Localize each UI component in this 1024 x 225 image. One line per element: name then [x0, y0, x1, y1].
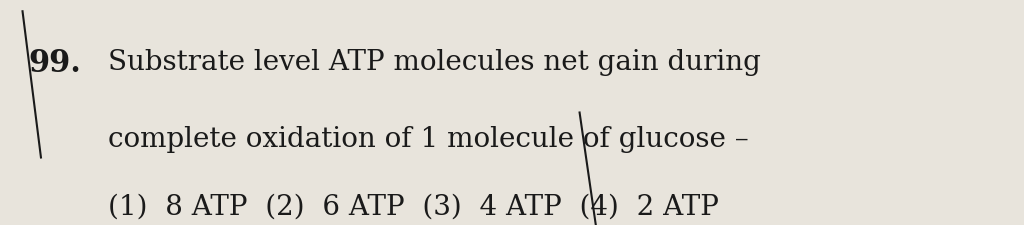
Text: Substrate level ATP molecules net gain during: Substrate level ATP molecules net gain d… [108, 50, 761, 76]
Text: 99.: 99. [29, 47, 82, 79]
Text: (1)  8 ATP  (2)  6 ATP  (3)  4 ATP  (4)  2 ATP: (1) 8 ATP (2) 6 ATP (3) 4 ATP (4) 2 ATP [108, 194, 719, 220]
Text: complete oxidation of 1 molecule of glucose –: complete oxidation of 1 molecule of gluc… [108, 126, 749, 153]
